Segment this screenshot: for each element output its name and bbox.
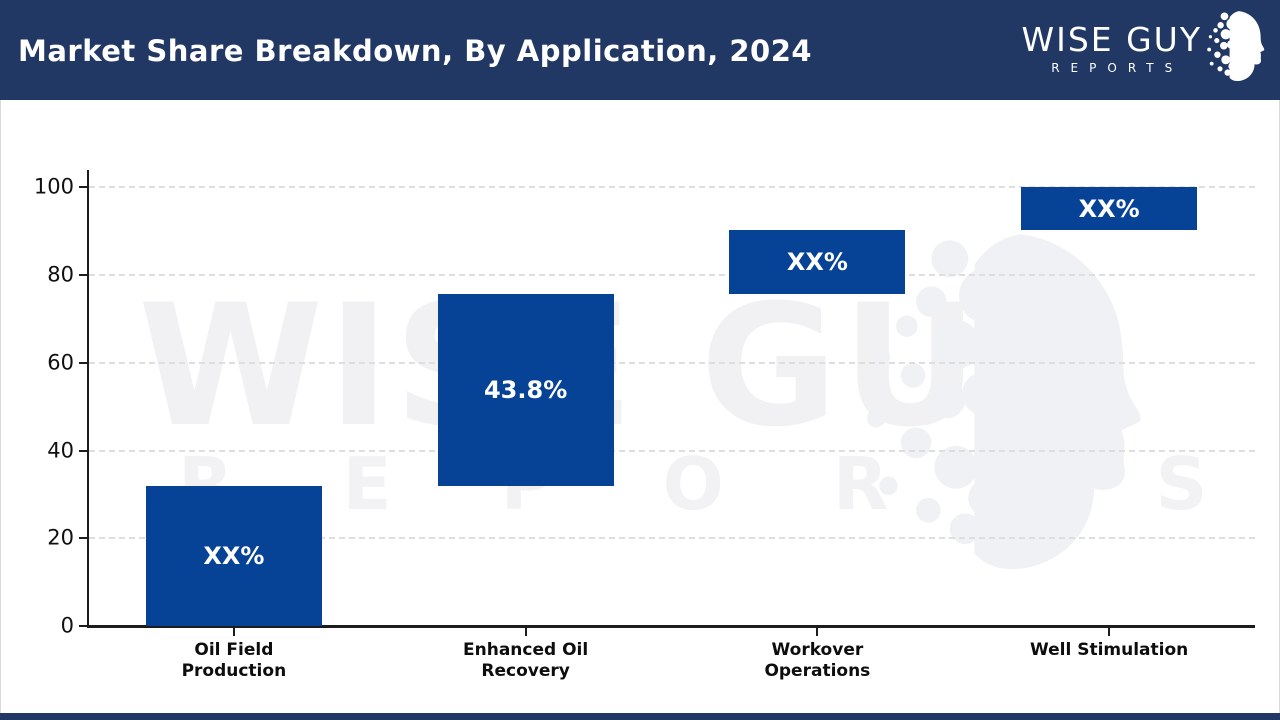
category-label-line: Workover <box>771 640 864 660</box>
brand-logo: WISE GUY REPORTS <box>1021 6 1268 88</box>
bar-enhanced-oil-recovery: 43.8% <box>437 294 614 487</box>
category-label-line: Enhanced Oil <box>463 640 589 660</box>
category-label-3: Well Stimulation <box>979 640 1239 661</box>
category-label-2: Workover Operations <box>687 640 947 682</box>
bar-well-stimulation: XX% <box>1021 187 1198 231</box>
brand-head-icon <box>1207 11 1265 82</box>
header-bar: Market Share Breakdown, By Application, … <box>0 0 1280 100</box>
brand-subname: REPORTS <box>1051 60 1184 75</box>
y-axis-label-80: 80 <box>47 262 74 287</box>
x-axis-tick-2 <box>816 628 819 636</box>
category-label-line: Oil Field <box>194 640 274 660</box>
y-axis-tick-40 <box>79 449 88 452</box>
category-label-0: Oil Field Production <box>104 640 364 682</box>
x-axis-tick-1 <box>524 628 527 636</box>
gridline-100 <box>89 186 1255 189</box>
gridline-80 <box>89 274 1255 277</box>
y-axis-label-0: 0 <box>60 613 74 638</box>
category-label-1: Enhanced Oil Recovery <box>396 640 656 682</box>
gridline-40 <box>89 449 1255 452</box>
bar-value-label: XX% <box>203 542 265 571</box>
y-axis-tick-60 <box>79 361 88 364</box>
y-axis-label-100: 100 <box>33 174 74 199</box>
brand-name: WISE GUY <box>1021 19 1202 59</box>
y-axis-tick-0 <box>79 625 88 627</box>
gridline-20 <box>89 537 1255 540</box>
bar-value-label: XX% <box>786 248 848 277</box>
x-axis-tick-3 <box>1108 628 1111 636</box>
bar-workover-operations: XX% <box>729 230 906 294</box>
category-label-line: Well Stimulation <box>1029 640 1189 660</box>
y-axis-label-20: 20 <box>47 525 74 550</box>
footer-bar <box>0 713 1280 720</box>
y-axis-tick-100 <box>79 186 88 189</box>
y-axis-label-40: 40 <box>47 438 74 463</box>
x-axis-line <box>87 625 1255 628</box>
x-axis-tick-0 <box>232 628 235 636</box>
bar-value-label: 43.8% <box>483 376 568 405</box>
page-title: Market Share Breakdown, By Application, … <box>18 34 813 68</box>
y-axis-tick-80 <box>79 274 88 277</box>
category-label-line: Recovery <box>481 661 570 681</box>
y-axis-label-60: 60 <box>47 350 74 375</box>
y-axis-tick-20 <box>79 537 88 540</box>
bar-oil-field-production: XX% <box>145 486 322 626</box>
watermark-head-icon <box>867 234 1141 570</box>
category-label-line: Production <box>181 661 287 681</box>
y-axis-line <box>87 170 89 628</box>
gridline-60 <box>89 361 1255 364</box>
bar-value-label: XX% <box>1078 194 1140 223</box>
category-label-line: Operations <box>764 661 871 681</box>
